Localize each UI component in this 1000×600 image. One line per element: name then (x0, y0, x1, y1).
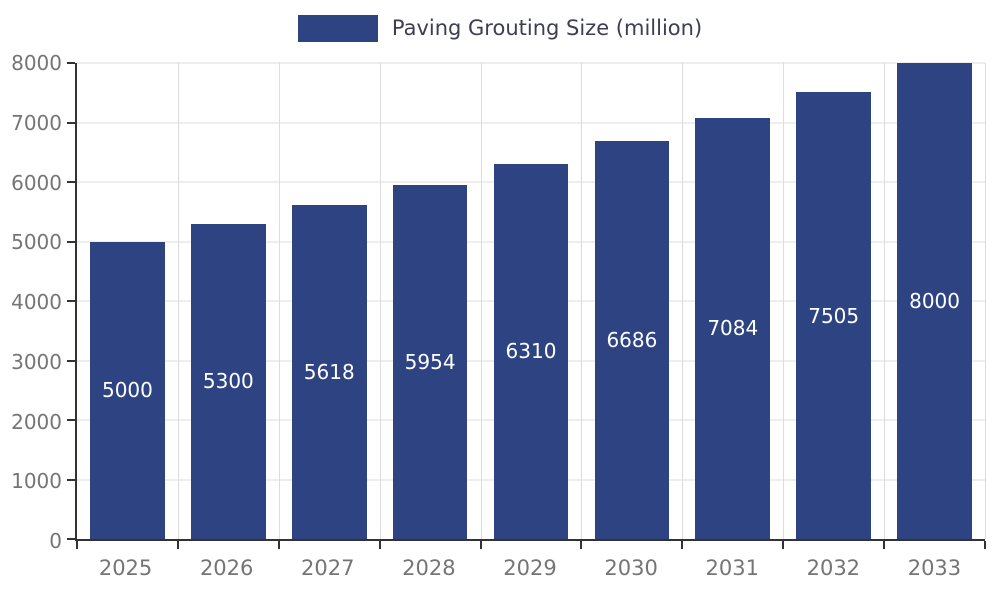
plot-area: 5000 5300 5618 5954 6310 6686 7084 7505 8000 (67, 62, 986, 549)
v-gridline (783, 63, 785, 539)
x-tick-mark (681, 541, 684, 549)
x-tick-label: 2032 (806, 556, 861, 580)
x-tick-label: 2030 (604, 556, 658, 580)
bar-slot: 7505 (783, 63, 884, 539)
y-axis: 0 1000 2000 3000 4000 5000 6000 7000 8000 (0, 51, 62, 553)
bar-slot: 5000 (77, 63, 178, 539)
y-tick-mark (67, 300, 75, 302)
v-gridline (480, 63, 482, 539)
y-tick-label: 5000 (11, 230, 62, 255)
bar-slot: 5300 (178, 63, 279, 539)
bars: 5000 5300 5618 5954 6310 6686 7084 7505 8000 (77, 63, 985, 539)
x-tick-mark (580, 541, 583, 549)
bar-slot: 5954 (380, 63, 481, 539)
bar: 7084 (695, 117, 771, 539)
bar: 5000 (90, 241, 165, 539)
bar: 5618 (291, 204, 367, 539)
v-gridline (581, 63, 583, 539)
bar: 6686 (594, 141, 670, 539)
x-tick-label: 2027 (301, 556, 355, 580)
x-tick-mark (782, 541, 785, 549)
y-tick-label: 4000 (11, 290, 62, 314)
x-tick-mark (883, 541, 886, 549)
y-tick-label: 1000 (11, 469, 62, 494)
x-tick-label: 2031 (705, 556, 759, 580)
y-tick-label: 6000 (11, 170, 62, 195)
bar-value-label: 5300 (202, 369, 254, 394)
bar: 8000 (897, 63, 972, 539)
bar-slot: 8000 (884, 63, 985, 539)
bar-value-label: 7084 (707, 316, 759, 341)
x-tick-mark (277, 541, 280, 549)
y-tick-label: 7000 (11, 110, 62, 135)
x-tick-mark (76, 541, 78, 549)
x-axis: 2025 2026 2027 2028 2029 2030 2031 2032 2033 (75, 556, 985, 580)
y-tick-label: 3000 (11, 349, 62, 374)
x-tick-mark (984, 541, 986, 549)
h-gridline (77, 62, 985, 64)
bar: 7505 (796, 92, 871, 539)
y-tick-mark (67, 478, 75, 481)
v-gridline (278, 63, 280, 539)
y-tick-mark (67, 121, 75, 124)
y-tick-mark (67, 538, 75, 540)
legend-label: Paving Grouting Size (million) (391, 16, 703, 40)
v-gridline (884, 63, 886, 539)
y-tick-mark (67, 419, 75, 421)
bar-value-label: 8000 (909, 289, 961, 313)
bar-value-label: 5618 (303, 359, 355, 384)
y-tick-label: 2000 (11, 409, 62, 434)
x-tick-label: 2028 (402, 556, 456, 580)
h-gridline (77, 122, 985, 123)
y-tick-mark (67, 181, 75, 183)
v-gridline (682, 63, 684, 539)
x-tick-label: 2026 (199, 556, 254, 580)
bar-value-label: 5000 (101, 378, 153, 403)
bar: 5300 (191, 223, 266, 539)
x-tick-mark (176, 541, 179, 549)
bar-slot: 6310 (481, 63, 582, 539)
bar-value-label: 7505 (808, 303, 860, 328)
x-tick-label: 2025 (98, 556, 153, 580)
v-gridline (985, 63, 986, 539)
v-gridline (379, 63, 381, 539)
y-tick-mark (67, 240, 75, 243)
x-tick-label: 2029 (503, 556, 557, 580)
legend: Paving Grouting Size (million) (0, 12, 1000, 44)
legend-swatch (297, 14, 378, 42)
y-tick-mark (67, 62, 75, 64)
bar: 5954 (392, 184, 468, 539)
x-tick-mark (479, 541, 482, 549)
bar-value-label: 5954 (404, 349, 456, 374)
y-tick-label: 0 (49, 529, 62, 553)
bar: 6310 (493, 163, 569, 539)
v-gridline (177, 63, 179, 539)
bar-slot: 7084 (682, 63, 783, 539)
y-tick-mark (67, 359, 75, 362)
bar-value-label: 6310 (505, 339, 557, 364)
bar-slot: 6686 (581, 63, 682, 539)
x-tick-mark (378, 541, 381, 549)
y-tick-label: 8000 (11, 51, 62, 75)
x-tick-label: 2033 (907, 556, 962, 580)
bar-value-label: 6686 (606, 328, 658, 353)
bar-slot: 5618 (279, 63, 380, 539)
